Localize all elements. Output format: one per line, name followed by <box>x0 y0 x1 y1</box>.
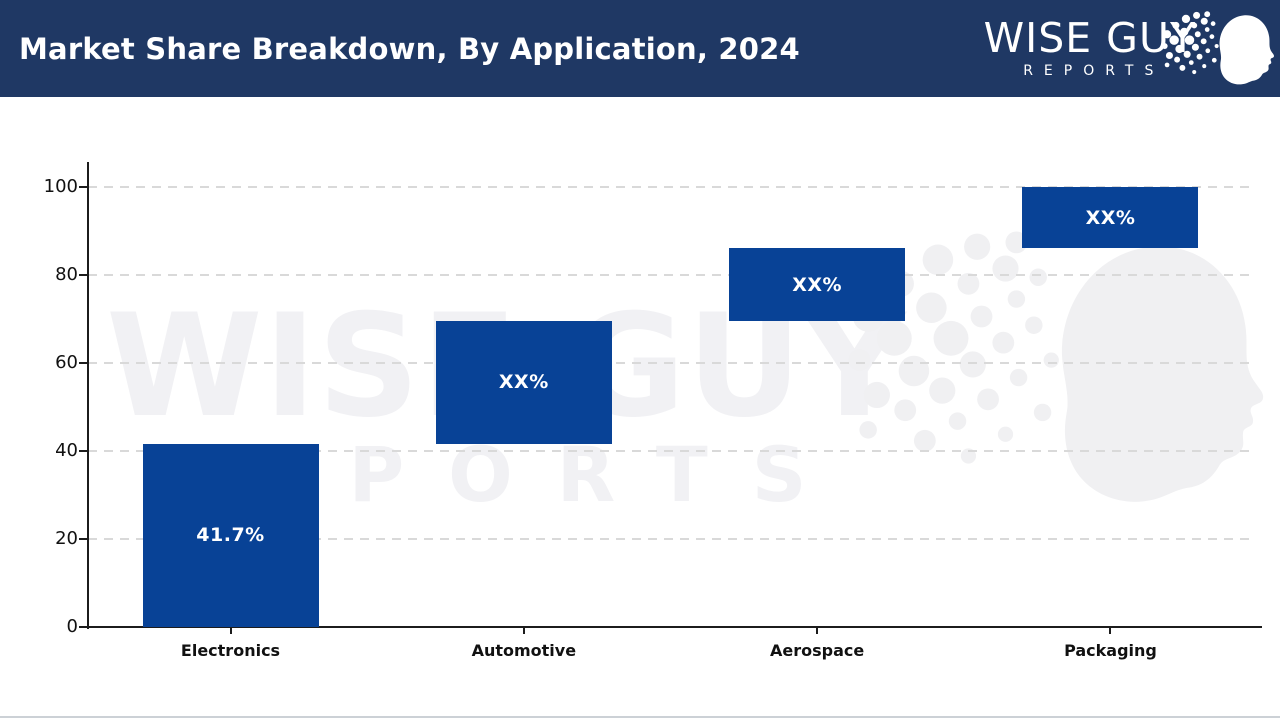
y-tick-label: 40 <box>55 440 78 461</box>
gridline-40 <box>88 450 1256 452</box>
gridline-80 <box>88 274 1256 276</box>
bar-value-label-electronics: 41.7% <box>196 524 265 547</box>
logo-text: WISE GUY REPORTS <box>983 14 1196 80</box>
y-tick-label: 80 <box>55 264 78 285</box>
bottom-border <box>0 716 1280 718</box>
y-tick-mark <box>79 450 87 452</box>
gridline-20 <box>88 538 1256 540</box>
y-tick-mark <box>79 626 87 628</box>
header-bar: Market Share Breakdown, By Application, … <box>0 0 1280 97</box>
category-label-aerospace: Aerospace <box>770 641 865 660</box>
bar-value-label-aerospace: XX% <box>792 273 843 296</box>
bar-aerospace: XX% <box>729 248 906 322</box>
watermark-face-icon <box>848 231 1264 502</box>
bar-packaging: XX% <box>1022 187 1199 249</box>
y-tick-mark <box>79 362 87 364</box>
page-title: Market Share Breakdown, By Application, … <box>19 31 800 66</box>
category-label-packaging: Packaging <box>1064 641 1157 660</box>
x-tick-mark <box>522 628 525 634</box>
bar-value-label-automotive: XX% <box>498 371 549 394</box>
logo-subtext: REPORTS <box>1023 63 1165 79</box>
bar-automotive: XX% <box>435 321 612 444</box>
bar-value-label-packaging: XX% <box>1085 206 1136 229</box>
brand-logo: WISE GUY REPORTS <box>984 0 1280 97</box>
x-tick-mark <box>1109 628 1112 634</box>
y-tick-label: 100 <box>43 176 78 197</box>
y-tick-mark <box>79 274 87 276</box>
category-label-automotive: Automotive <box>471 641 577 660</box>
logo-wordmark: WISE GUY <box>983 14 1196 62</box>
y-tick-label: 0 <box>66 616 78 637</box>
gridline-100 <box>88 186 1256 188</box>
y-tick-label: 20 <box>55 528 78 549</box>
gridline-60 <box>88 362 1256 364</box>
y-tick-label: 60 <box>55 352 78 373</box>
y-tick-mark <box>79 186 87 188</box>
bar-electronics: 41.7% <box>142 443 319 627</box>
y-axis <box>87 162 89 629</box>
x-tick-mark <box>229 628 232 634</box>
x-axis <box>87 626 1262 628</box>
y-tick-mark <box>79 538 87 540</box>
x-tick-mark <box>816 628 819 634</box>
category-label-electronics: Electronics <box>180 641 281 660</box>
